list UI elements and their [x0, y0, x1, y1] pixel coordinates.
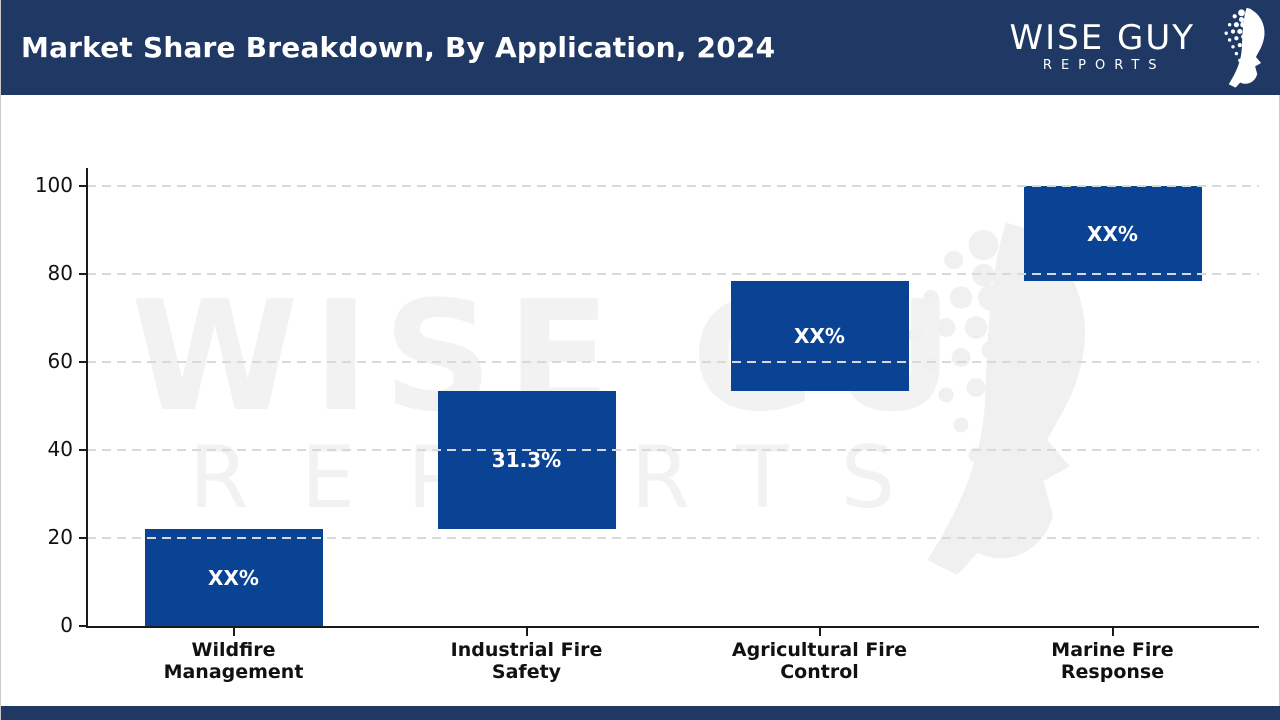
y-tick-60	[79, 361, 87, 363]
x-tick	[818, 628, 821, 636]
y-tick-label-0: 0	[60, 613, 73, 637]
footer-bar	[1, 706, 1280, 720]
y-tick-100	[79, 185, 87, 187]
y-tick-label-60: 60	[47, 349, 73, 373]
bar-segment: XX%	[730, 281, 909, 392]
y-tick-label-100: 100	[34, 173, 73, 197]
x-category-label: Marine Fire Response	[1051, 639, 1174, 683]
x-tick	[1111, 628, 1114, 636]
x-category-label: Agricultural Fire Control	[731, 639, 908, 683]
bar-value-label: XX%	[794, 324, 845, 349]
bar-segment: XX%	[144, 529, 323, 626]
x-tick	[525, 628, 528, 636]
y-tick-40	[79, 449, 87, 451]
bar-value-label: XX%	[208, 565, 259, 590]
y-axis-line	[86, 168, 88, 627]
gridline-100	[87, 185, 1259, 187]
gridline-80	[87, 273, 1259, 275]
brand-logo-text: WISE GUY REPORTS	[1009, 20, 1195, 73]
y-tick-80	[79, 273, 87, 275]
dotted-head-icon	[1199, 6, 1267, 91]
logo-subtitle: REPORTS	[1042, 58, 1166, 73]
y-tick-label-80: 80	[47, 261, 73, 285]
x-axis-line	[86, 626, 1259, 628]
page-title: Market Share Breakdown, By Application, …	[21, 31, 776, 64]
y-tick-0	[79, 625, 87, 627]
x-category-label: Industrial Fire Safety	[450, 639, 603, 683]
bar-value-label: XX%	[1087, 221, 1138, 246]
x-tick	[232, 628, 235, 636]
y-tick-label-40: 40	[47, 437, 73, 461]
brand-logo: WISE GUY REPORTS	[1009, 4, 1267, 92]
gridline-60	[87, 361, 1259, 363]
header-bar: Market Share Breakdown, By Application, …	[1, 0, 1280, 95]
y-tick-20	[79, 537, 87, 539]
gridline-20	[87, 537, 1259, 539]
x-category-label: Wildfire Management	[163, 639, 304, 683]
bar-value-label: 31.3%	[491, 448, 562, 473]
y-tick-label-20: 20	[47, 525, 73, 549]
bar-segment: XX%	[1023, 186, 1202, 282]
bar-segment: 31.3%	[437, 391, 616, 530]
logo-wordmark: WISE GUY	[1009, 18, 1195, 58]
gridline-40	[87, 449, 1259, 451]
